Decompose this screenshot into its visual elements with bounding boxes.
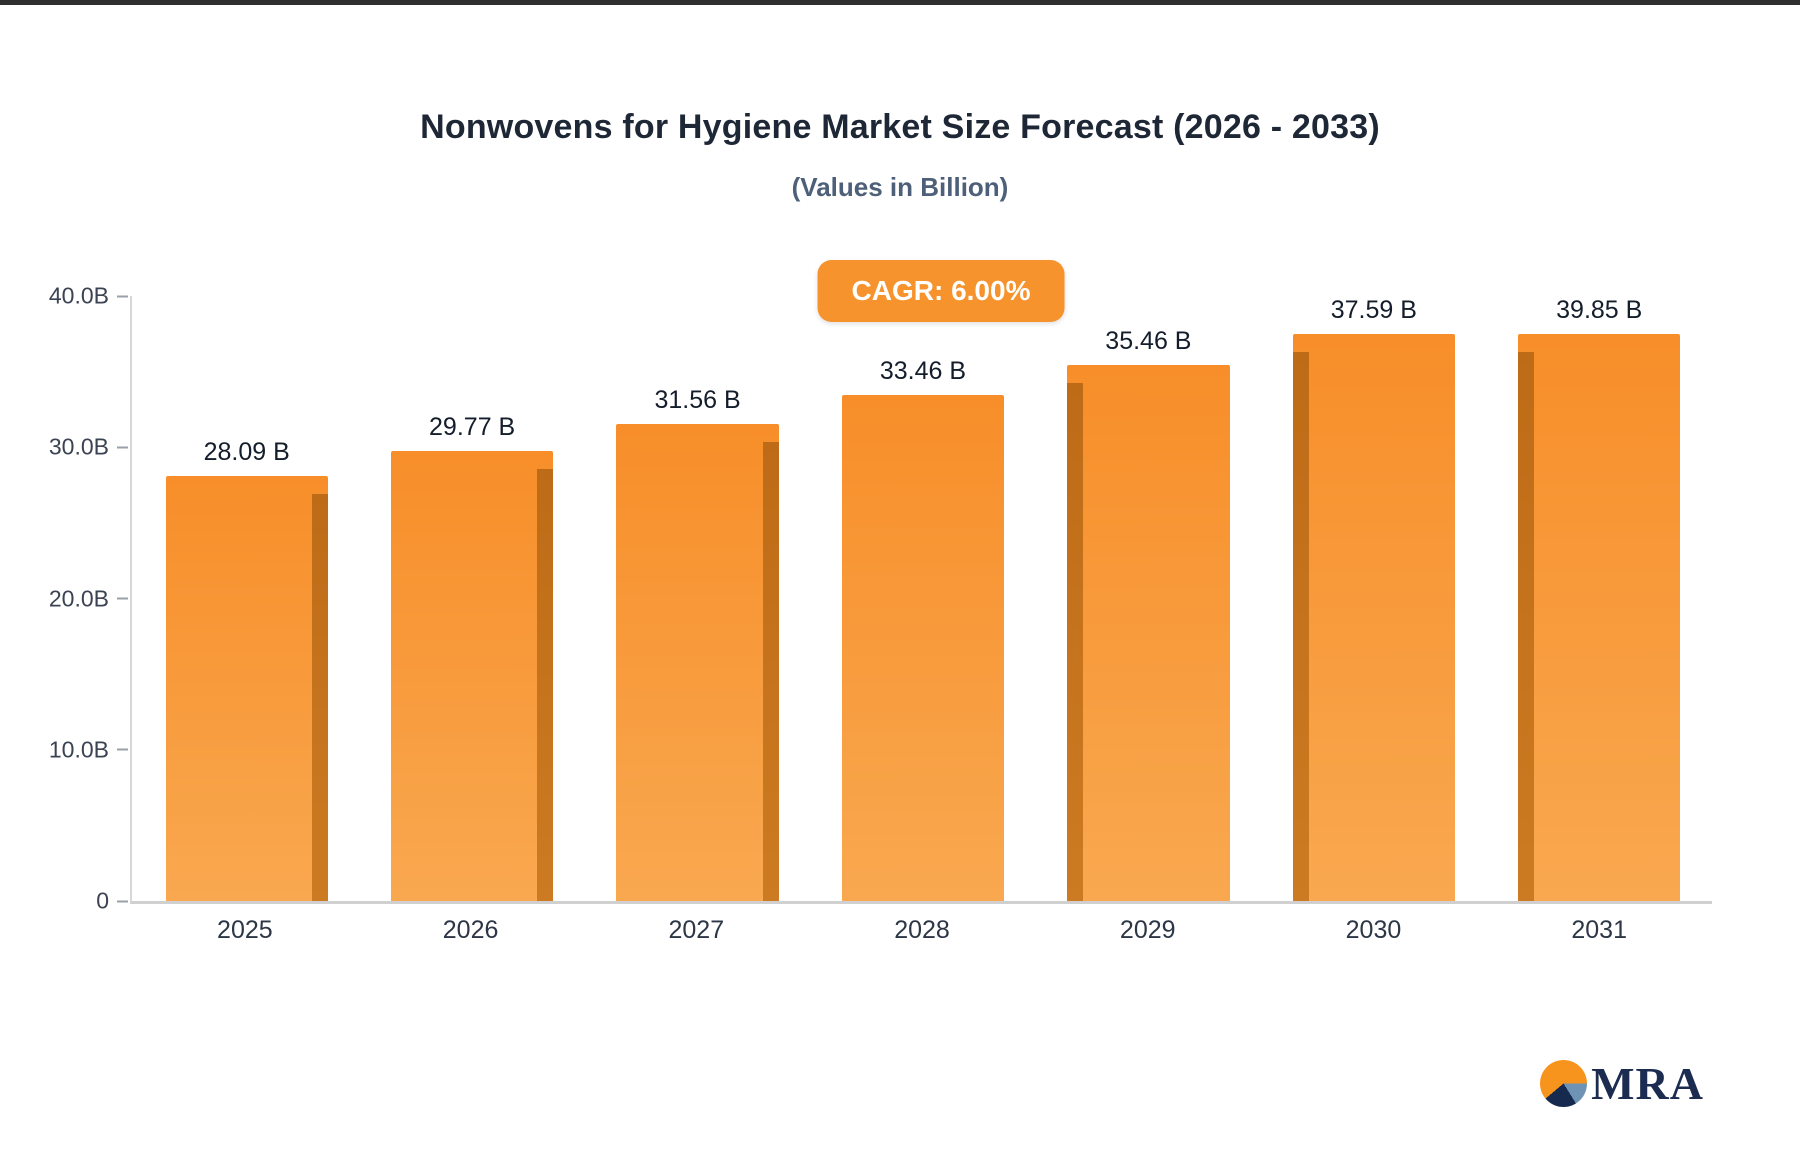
y-axis-tick: 10.0B	[49, 736, 128, 763]
chart-subtitle: (Values in Billion)	[791, 172, 1009, 202]
x-axis: 2025 2026 2027 2028 2029 2030 2031	[132, 916, 1712, 945]
bar	[165, 476, 329, 901]
bar-value-label: 31.56 B	[654, 385, 741, 414]
y-axis-tick-label: 30.0B	[48, 433, 109, 460]
y-axis-tick-mark	[117, 748, 128, 751]
top-border	[0, 0, 1800, 5]
bar-value-label: 39.85 B	[1556, 296, 1643, 324]
y-axis-tick-mark	[117, 900, 128, 902]
bar-column: 31.56 B	[585, 296, 810, 902]
y-axis-tick-mark	[117, 295, 128, 297]
x-axis-label: 2028	[894, 916, 950, 944]
x-axis-label: 2029	[1119, 916, 1176, 944]
bar-value-label: 35.46 B	[1105, 326, 1192, 355]
bar-column: 39.85 B	[1487, 296, 1712, 901]
bar-column: 33.46 B	[810, 296, 1035, 901]
logo: MRA	[1540, 1057, 1704, 1110]
y-axis-tick-label: 20.0B	[48, 585, 109, 611]
bar-column: 29.77 B	[359, 296, 584, 902]
bar-value-label: 28.09 B	[203, 438, 290, 467]
x-axis-label: 2027	[668, 916, 725, 944]
bar-column: 28.09 B	[134, 296, 359, 901]
y-axis-tick-label: 0	[96, 887, 109, 914]
y-axis: 40.0B 30.0B 20.0B 10.0B 0	[0, 283, 128, 914]
bar	[841, 394, 1005, 901]
y-axis-tick: 30.0B	[49, 434, 128, 461]
y-axis-tick-label: 10.0B	[48, 736, 109, 763]
x-axis-label: 2031	[1571, 916, 1627, 944]
bar-value-label: 33.46 B	[879, 356, 967, 385]
plot-area: 28.09 B 29.77 B 31.56 B 33.46 B 35.46 B 37.59…	[130, 296, 1712, 904]
bar	[1067, 364, 1230, 902]
pie-chart-logo-icon	[1540, 1060, 1588, 1107]
y-axis-tick-mark	[117, 446, 128, 449]
y-axis-tick-mark	[117, 597, 128, 600]
bar-column: 37.59 B	[1261, 296, 1486, 901]
bar	[1518, 334, 1681, 901]
bars-row: 28.09 B 29.77 B 31.56 B 33.46 B 35.46 B 37.59…	[134, 296, 1712, 902]
y-axis-tick: 40.0B	[49, 283, 128, 310]
y-axis-tick-label: 40.0B	[48, 282, 109, 309]
bar	[616, 423, 780, 902]
bar	[1292, 334, 1455, 901]
bar-value-label: 29.77 B	[429, 412, 516, 441]
y-axis-tick: 0	[96, 888, 128, 915]
bar	[390, 450, 554, 902]
bar-column: 35.46 B	[1036, 296, 1261, 902]
x-axis-label: 2026	[442, 916, 499, 944]
logo-text: MRA	[1591, 1058, 1704, 1109]
bar-value-label: 37.59 B	[1330, 296, 1417, 324]
cagr-badge: CAGR: 6.00%	[817, 260, 1065, 322]
x-axis-label: 2025	[217, 916, 273, 944]
chart-title: Nonwovens for Hygiene Market Size Foreca…	[420, 108, 1380, 146]
x-axis-label: 2030	[1345, 916, 1402, 944]
y-axis-tick: 20.0B	[49, 585, 128, 612]
